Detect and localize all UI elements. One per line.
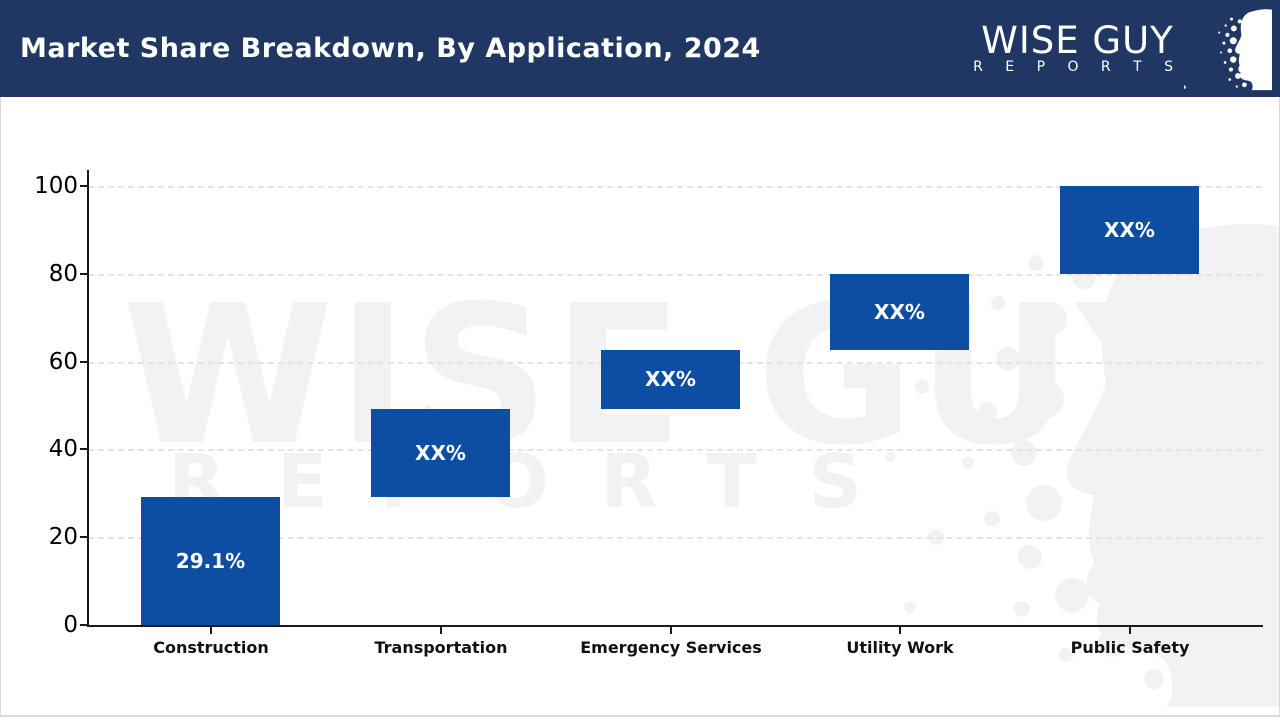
- waterfall-bar: [830, 273, 969, 350]
- x-axis-category-label: Utility Work: [846, 638, 954, 657]
- y-axis-tick: [80, 272, 88, 275]
- x-axis-category-label: Transportation: [374, 638, 508, 657]
- y-axis-tick-label: 100: [34, 173, 78, 199]
- y-axis-tick: [80, 185, 88, 187]
- y-axis-tick-label: 60: [48, 348, 78, 375]
- x-axis-line: [87, 625, 1263, 627]
- y-axis-tick-label: 40: [48, 436, 78, 463]
- watermark-subtitle-text: REPORTS: [168, 439, 915, 525]
- brand-face-icon: [1184, 8, 1272, 90]
- bar-value-label: XX%: [874, 299, 925, 324]
- waterfall-bar: [601, 349, 740, 409]
- bar-value-label: 29.1%: [175, 549, 246, 574]
- gridline: [88, 449, 1262, 452]
- gridline: [88, 273, 1262, 276]
- y-axis-tick: [80, 448, 88, 451]
- watermark-face-icon: [864, 223, 1280, 707]
- brand-subtitle: R E P O R T S: [973, 58, 1182, 75]
- y-axis-tick-label: 20: [48, 524, 78, 551]
- y-axis-tick-label: 80: [48, 260, 78, 287]
- waterfall-bar: [371, 409, 510, 498]
- header-bar: Market Share Breakdown, By Application, …: [0, 0, 1280, 97]
- y-axis-tick-label: 0: [63, 612, 78, 638]
- bar-value-label: XX%: [1104, 217, 1155, 242]
- brand-logo-text: WISE GUY R E P O R T S: [973, 22, 1182, 75]
- x-axis-category-label: Construction: [153, 638, 269, 657]
- page-title: Market Share Breakdown, By Application, …: [20, 33, 761, 64]
- y-axis-tick: [80, 536, 88, 539]
- x-axis-tick: [440, 627, 442, 634]
- waterfall-bar: [1060, 186, 1199, 274]
- waterfall-bar: [141, 497, 280, 625]
- x-axis-category-label: Public Safety: [1070, 638, 1190, 657]
- y-axis-tick: [80, 360, 88, 363]
- x-axis-tick: [670, 627, 672, 634]
- y-axis-line: [87, 170, 89, 627]
- gridline: [88, 186, 1262, 188]
- y-axis-tick: [80, 624, 88, 626]
- brand-logo: WISE GUY R E P O R T S: [973, 7, 1280, 91]
- x-axis-tick: [210, 627, 212, 634]
- x-axis-tick: [1129, 627, 1131, 634]
- plot-area: WISE GUY REPORTS 0 20 40 6: [0, 97, 1280, 720]
- x-axis-tick: [899, 627, 901, 634]
- x-axis-category-label: Emergency Services: [580, 638, 762, 657]
- bar-value-label: XX%: [415, 441, 466, 466]
- brand-name: WISE GUY: [981, 18, 1174, 62]
- gridline: [88, 537, 1262, 540]
- bar-value-label: XX%: [645, 367, 696, 392]
